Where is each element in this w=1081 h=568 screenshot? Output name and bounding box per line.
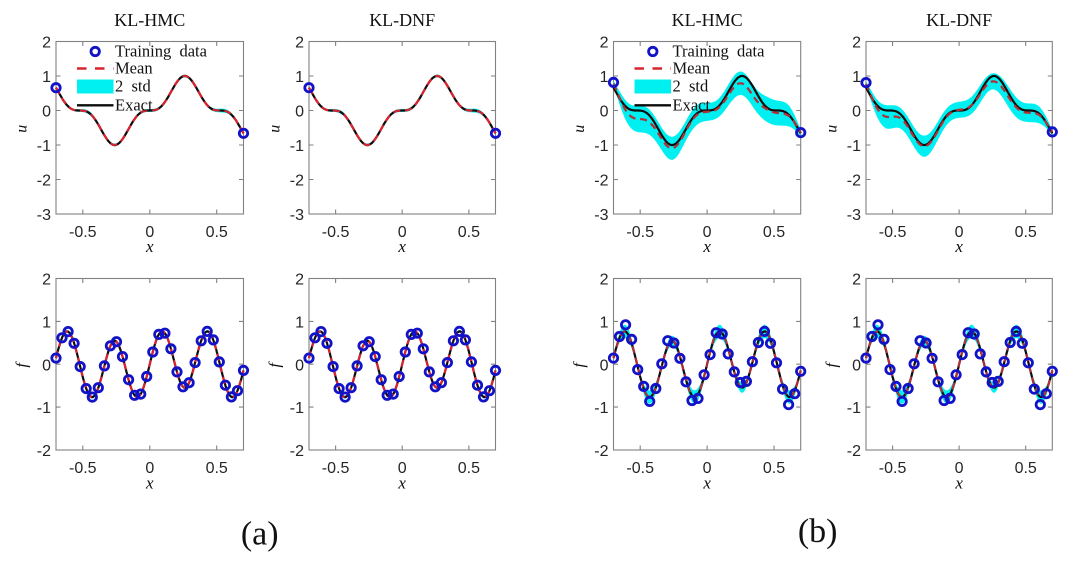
svg-text:u: u bbox=[824, 125, 841, 133]
svg-text:0.5: 0.5 bbox=[763, 460, 785, 477]
svg-text:x: x bbox=[397, 237, 406, 256]
svg-text:KL-DNF: KL-DNF bbox=[369, 10, 435, 30]
svg-text:u: u bbox=[571, 125, 588, 133]
svg-text:2: 2 bbox=[295, 35, 304, 52]
svg-text:0: 0 bbox=[145, 224, 154, 241]
svg-text:1: 1 bbox=[852, 69, 861, 86]
svg-text:Training data: Training data bbox=[115, 42, 208, 61]
svg-text:0.5: 0.5 bbox=[1015, 460, 1037, 477]
svg-text:2: 2 bbox=[600, 272, 609, 289]
svg-text:0.5: 0.5 bbox=[763, 224, 785, 241]
svg-text:0: 0 bbox=[295, 104, 304, 121]
svg-text:-0.5: -0.5 bbox=[69, 460, 97, 477]
svg-text:2: 2 bbox=[295, 272, 304, 289]
svg-text:2: 2 bbox=[852, 35, 861, 52]
svg-text:-3: -3 bbox=[290, 207, 304, 224]
svg-text:-2: -2 bbox=[290, 173, 304, 190]
svg-text:1: 1 bbox=[600, 69, 609, 86]
svg-text:-1: -1 bbox=[290, 400, 304, 417]
svg-text:2: 2 bbox=[42, 272, 51, 289]
svg-text:1: 1 bbox=[42, 314, 51, 331]
svg-text:KL-HMC: KL-HMC bbox=[114, 10, 185, 30]
svg-text:0: 0 bbox=[852, 104, 861, 121]
svg-text:0: 0 bbox=[42, 357, 51, 374]
svg-text:x: x bbox=[145, 474, 154, 493]
svg-text:0.5: 0.5 bbox=[458, 224, 480, 241]
svg-text:u: u bbox=[14, 125, 31, 133]
svg-text:-3: -3 bbox=[594, 207, 608, 224]
svg-text:-0.5: -0.5 bbox=[69, 224, 97, 241]
svg-text:x: x bbox=[145, 237, 154, 256]
svg-text:-1: -1 bbox=[847, 400, 861, 417]
svg-text:Mean: Mean bbox=[673, 59, 711, 78]
svg-text:(a): (a) bbox=[241, 516, 279, 553]
svg-text:u: u bbox=[267, 125, 284, 133]
svg-text:(b): (b) bbox=[798, 513, 838, 550]
svg-text:1: 1 bbox=[600, 314, 609, 331]
svg-text:-2: -2 bbox=[594, 443, 608, 460]
svg-text:-1: -1 bbox=[37, 138, 51, 155]
svg-text:x: x bbox=[397, 474, 406, 493]
svg-text:0: 0 bbox=[852, 357, 861, 374]
svg-text:-2: -2 bbox=[37, 173, 51, 190]
svg-text:-0.5: -0.5 bbox=[879, 460, 907, 477]
svg-text:2 std: 2 std bbox=[673, 77, 710, 96]
svg-text:-1: -1 bbox=[594, 138, 608, 155]
svg-text:-2: -2 bbox=[37, 443, 51, 460]
svg-text:0: 0 bbox=[703, 460, 712, 477]
svg-text:-2: -2 bbox=[847, 173, 861, 190]
svg-text:0.5: 0.5 bbox=[206, 224, 228, 241]
svg-text:1: 1 bbox=[852, 314, 861, 331]
svg-text:1: 1 bbox=[42, 69, 51, 86]
svg-text:0: 0 bbox=[600, 357, 609, 374]
svg-text:0: 0 bbox=[398, 460, 407, 477]
svg-text:-3: -3 bbox=[37, 207, 51, 224]
svg-text:-2: -2 bbox=[847, 443, 861, 460]
svg-text:-2: -2 bbox=[594, 173, 608, 190]
svg-text:x: x bbox=[954, 237, 963, 256]
svg-text:1: 1 bbox=[295, 69, 304, 86]
svg-text:-1: -1 bbox=[847, 138, 861, 155]
svg-text:0: 0 bbox=[42, 104, 51, 121]
svg-text:-0.5: -0.5 bbox=[322, 460, 350, 477]
svg-text:x: x bbox=[954, 474, 963, 493]
svg-text:-1: -1 bbox=[290, 138, 304, 155]
svg-text:0.5: 0.5 bbox=[206, 460, 228, 477]
svg-text:2: 2 bbox=[42, 35, 51, 52]
svg-text:0: 0 bbox=[955, 460, 964, 477]
svg-text:-0.5: -0.5 bbox=[879, 224, 907, 241]
svg-text:-1: -1 bbox=[37, 400, 51, 417]
svg-text:2: 2 bbox=[852, 272, 861, 289]
svg-text:f: f bbox=[13, 360, 30, 367]
svg-text:-1: -1 bbox=[594, 400, 608, 417]
svg-text:f: f bbox=[823, 360, 840, 367]
svg-text:Exact: Exact bbox=[115, 96, 153, 115]
svg-text:2 std: 2 std bbox=[115, 77, 152, 96]
svg-text:KL-HMC: KL-HMC bbox=[672, 10, 743, 30]
svg-text:Training data: Training data bbox=[673, 42, 766, 61]
svg-text:0: 0 bbox=[398, 224, 407, 241]
svg-text:x: x bbox=[702, 237, 711, 256]
svg-text:2: 2 bbox=[600, 35, 609, 52]
svg-text:Mean: Mean bbox=[115, 59, 153, 78]
svg-text:0: 0 bbox=[600, 104, 609, 121]
svg-text:x: x bbox=[702, 474, 711, 493]
svg-text:f: f bbox=[571, 360, 588, 367]
svg-text:-2: -2 bbox=[290, 443, 304, 460]
svg-text:0: 0 bbox=[295, 357, 304, 374]
svg-text:-0.5: -0.5 bbox=[626, 460, 654, 477]
svg-text:Exact: Exact bbox=[673, 96, 711, 115]
svg-text:0: 0 bbox=[703, 224, 712, 241]
svg-text:-3: -3 bbox=[847, 207, 861, 224]
svg-text:f: f bbox=[266, 360, 283, 367]
svg-text:0: 0 bbox=[145, 460, 154, 477]
svg-text:0.5: 0.5 bbox=[1015, 224, 1037, 241]
svg-text:KL-DNF: KL-DNF bbox=[926, 10, 992, 30]
svg-text:-0.5: -0.5 bbox=[626, 224, 654, 241]
svg-text:0: 0 bbox=[955, 224, 964, 241]
svg-text:-0.5: -0.5 bbox=[322, 224, 350, 241]
svg-text:1: 1 bbox=[295, 314, 304, 331]
svg-text:0.5: 0.5 bbox=[458, 460, 480, 477]
